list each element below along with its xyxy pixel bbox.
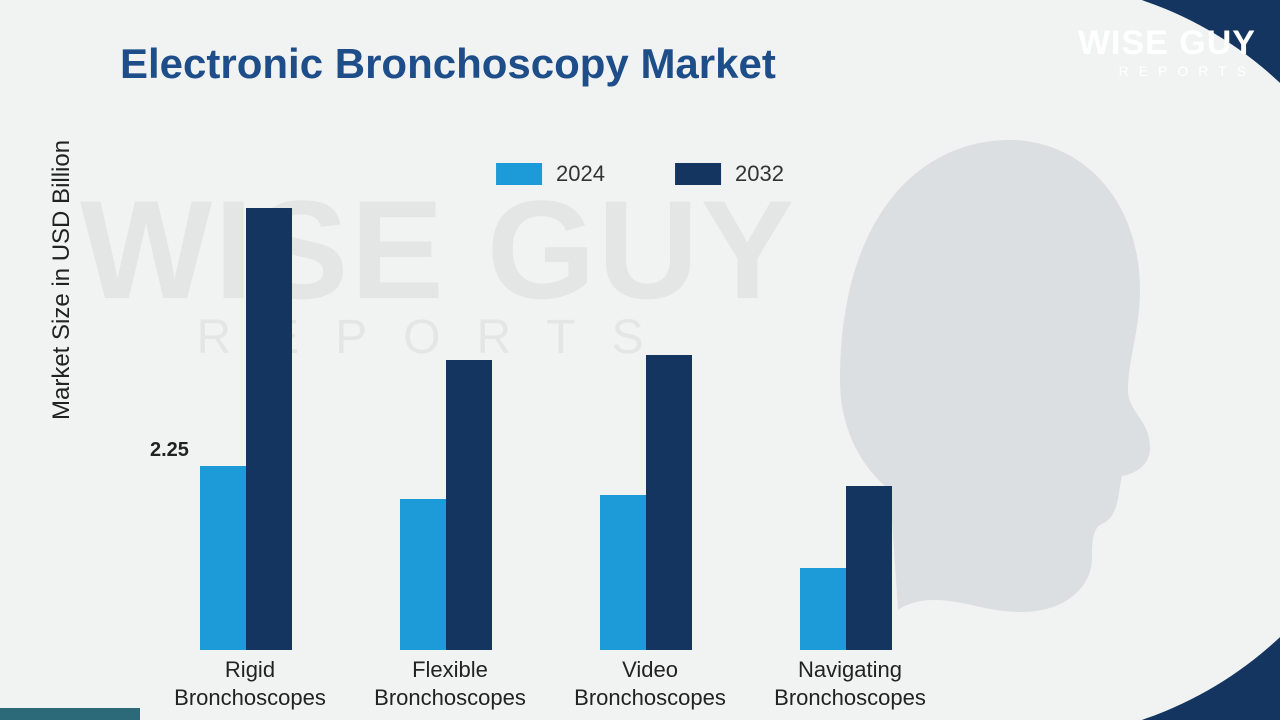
stage: WISE GUY REPORTS Electronic Bronchoscopy… [0,0,1280,720]
bar-groups: 2.25 [150,200,950,650]
brand-logo: WISE GUY REPORTS [1078,26,1256,78]
chart-area: 2.25 [150,200,950,650]
brand-line1: WISE GUY [1078,26,1256,60]
category-label: NavigatingBronchoscopes [750,656,950,711]
bottom-strip [0,708,140,720]
legend-label-a: 2024 [556,161,605,186]
legend-label-b: 2032 [735,161,784,186]
bar-value-label: 2.25 [150,439,189,462]
legend-item-a: 2024 [496,160,605,187]
bar-series-b [446,360,492,650]
y-axis-label: Market Size in USD Billion [48,140,76,420]
bar-series-a [600,495,646,650]
bar-series-a [200,466,246,650]
legend-swatch-b [675,163,721,185]
category-label: FlexibleBronchoscopes [350,656,550,711]
legend: 2024 2032 [496,160,784,187]
bar-series-b [646,355,692,650]
legend-item-b: 2032 [675,160,784,187]
bar-series-a [400,499,446,650]
bar-series-b [846,486,892,650]
category-label: RigidBronchoscopes [150,656,350,711]
legend-swatch-a [496,163,542,185]
bar-series-a [800,568,846,650]
chart-title: Electronic Bronchoscopy Market [120,40,776,88]
bar-series-b [246,208,292,650]
brand-line2: REPORTS [1078,64,1256,78]
category-label: VideoBronchoscopes [550,656,750,711]
